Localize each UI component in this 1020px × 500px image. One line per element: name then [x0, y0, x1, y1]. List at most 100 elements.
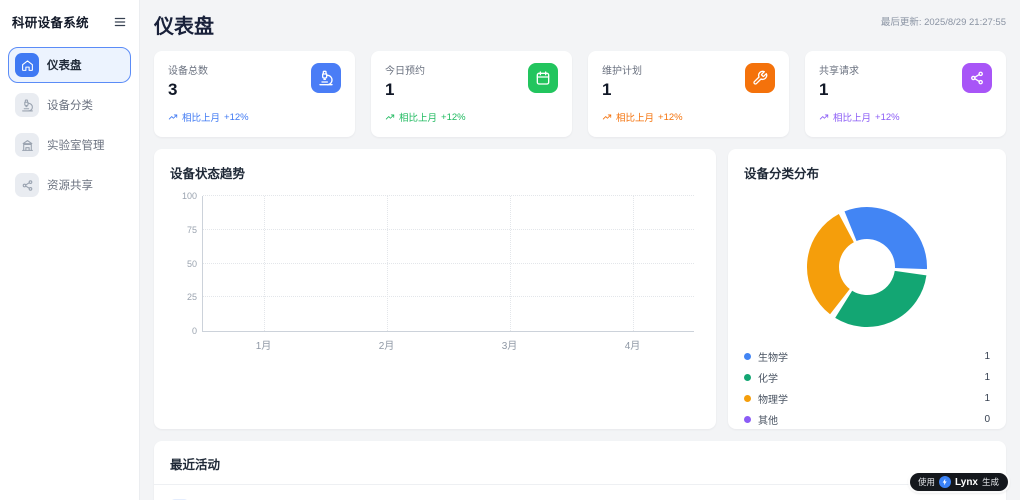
legend-dot: [744, 353, 751, 360]
menu-toggle-button[interactable]: [111, 13, 129, 31]
stat-label: 维护计划: [602, 66, 642, 77]
stat-card-share-requests: 共享请求 1 相比上月 +12%: [805, 51, 1006, 137]
y-axis-tick-label: 100: [181, 191, 197, 201]
category-chart-card: 设备分类分布 生物学 1 化学 1 物理学 1 其他 0: [728, 149, 1006, 429]
sidebar-item-equipment-categories[interactable]: 设备分类: [8, 87, 131, 123]
page-header: 仪表盘 最后更新: 2025/8/29 21:27:55: [154, 10, 1006, 39]
app-title: 科研设备系统: [12, 16, 89, 30]
trend-up-icon: [602, 112, 612, 122]
stat-card-today-reservations: 今日预约 1 相比上月 +12%: [371, 51, 572, 137]
stat-trend-delta: +12%: [875, 111, 900, 123]
donut-chart: [744, 196, 990, 338]
stat-trend-label: 相比上月: [616, 113, 655, 124]
donut-slice-化学: [835, 269, 927, 327]
legend-label: 物理学: [758, 395, 788, 406]
stat-trend-delta: +12%: [441, 111, 466, 123]
donut-legend: 生物学 1 化学 1 物理学 1 其他 0: [744, 338, 990, 430]
stat-label: 共享请求: [819, 66, 859, 77]
trend-chart-title: 设备状态趋势: [170, 167, 246, 181]
charts-row: 设备状态趋势 0 25 50 75 100 1月 2月 3月 4月 设备分类分布 生物学 1 …: [154, 149, 1006, 429]
legend-value: 1: [984, 372, 990, 383]
legend-item-物理学[interactable]: 物理学 1: [744, 388, 990, 409]
stat-value: 1: [819, 80, 829, 99]
stat-trend-label: 相比上月: [833, 113, 872, 124]
bar-group-2月: [326, 196, 449, 331]
badge-brand: Lynx: [955, 476, 978, 488]
sidebar-item-dashboard[interactable]: 仪表盘: [8, 47, 131, 83]
category-chart-title: 设备分类分布: [744, 167, 820, 181]
share-icon: [15, 173, 39, 197]
stat-trend: 相比上月 +12%: [819, 110, 992, 124]
sidebar-item-resource-sharing[interactable]: 资源共享: [8, 167, 131, 203]
main-content: 仪表盘 最后更新: 2025/8/29 21:27:55 设备总数 3 相比上月…: [140, 0, 1020, 500]
legend-label: 化学: [758, 374, 778, 385]
stat-trend-delta: +12%: [658, 111, 683, 123]
last-updated: 最后更新: 2025/8/29 21:27:55: [880, 17, 1006, 28]
sidebar-header: 科研设备系统: [8, 10, 131, 43]
x-axis-tick-label: 4月: [624, 341, 641, 352]
legend-value: 0: [984, 414, 990, 425]
badge-suffix: 生成: [981, 477, 999, 487]
y-axis-tick-label: 25: [186, 292, 197, 303]
lynx-logo-icon: [939, 476, 952, 488]
recent-activity-list: 张教授预约了电子显微镜 10分钟前: [154, 485, 1006, 500]
sidebar-item-label: 资源共享: [47, 180, 93, 192]
legend-label: 生物学: [758, 353, 788, 364]
building-icon: [15, 133, 39, 157]
microscope-icon: [15, 93, 39, 117]
stat-value: 1: [385, 80, 395, 99]
legend-item-化学[interactable]: 化学 1: [744, 367, 990, 388]
sidebar-nav: 仪表盘 设备分类 实验室管理 资源共享: [8, 47, 131, 207]
y-axis-tick-label: 50: [186, 258, 197, 269]
recent-activity-item: 张教授预约了电子显微镜 10分钟前: [154, 485, 1006, 500]
sidebar-item-label: 仪表盘: [47, 60, 82, 72]
lynx-generated-badge[interactable]: 使用 Lynx 生成: [910, 473, 1008, 491]
stat-trend-label: 相比上月: [399, 113, 438, 124]
trend-bar-chart: 0 25 50 75 100 1月 2月 3月 4月: [170, 191, 700, 352]
stat-label: 设备总数: [168, 66, 208, 77]
microscope-icon: [311, 63, 341, 93]
stat-value: 3: [168, 80, 178, 99]
bar-plot-area: 0 25 50 75 100: [182, 191, 694, 336]
bar-x-axis-labels: 1月 2月 3月 4月: [202, 332, 694, 352]
calendar-icon: [528, 63, 558, 93]
stat-trend: 相比上月 +12%: [385, 110, 558, 124]
bar-group-3月: [449, 196, 572, 331]
sidebar: 科研设备系统 仪表盘 设备分类 实验室管理 资源共享: [0, 0, 140, 500]
x-axis-tick-label: 2月: [378, 341, 395, 352]
legend-value: 1: [984, 393, 990, 404]
stat-value: 1: [602, 80, 612, 99]
sidebar-item-lab-management[interactable]: 实验室管理: [8, 127, 131, 163]
legend-dot: [744, 374, 751, 381]
trend-chart-card: 设备状态趋势 0 25 50 75 100 1月 2月 3月 4月: [154, 149, 716, 429]
sidebar-item-label: 设备分类: [47, 100, 93, 112]
x-axis-tick-label: 1月: [255, 341, 272, 352]
x-axis-tick-label: 3月: [501, 341, 518, 352]
stat-card-total-equipment: 设备总数 3 相比上月 +12%: [154, 51, 355, 137]
recent-activity-title: 最近活动: [170, 458, 221, 472]
stat-trend-label: 相比上月: [182, 113, 221, 124]
legend-label: 其他: [758, 416, 778, 427]
trend-up-icon: [385, 112, 395, 122]
donut-slice-物理学: [807, 214, 855, 315]
stat-card-maintenance-plans: 维护计划 1 相比上月 +12%: [588, 51, 789, 137]
trend-up-icon: [168, 112, 178, 122]
stat-trend: 相比上月 +12%: [168, 110, 341, 124]
bar-group-4月: [571, 196, 694, 331]
stats-row: 设备总数 3 相比上月 +12% 今日预约 1 相比上月 +12% 维护计划 1…: [154, 51, 1006, 137]
legend-value: 1: [984, 351, 990, 362]
donut-slice-生物学: [844, 207, 927, 270]
stat-trend: 相比上月 +12%: [602, 110, 775, 124]
legend-dot: [744, 395, 751, 402]
badge-prefix: 使用: [918, 477, 936, 487]
menu-icon: [113, 15, 127, 29]
legend-item-生物学[interactable]: 生物学 1: [744, 346, 990, 367]
legend-item-其他[interactable]: 其他 0: [744, 409, 990, 430]
share-icon: [962, 63, 992, 93]
home-icon: [15, 53, 39, 77]
recent-activity-header: 最近活动: [154, 441, 1006, 485]
recent-activity-card: 最近活动 张教授预约了电子显微镜 10分钟前: [154, 441, 1006, 500]
legend-dot: [744, 416, 751, 423]
page-title: 仪表盘: [154, 16, 214, 38]
bar-group-1月: [203, 196, 326, 331]
